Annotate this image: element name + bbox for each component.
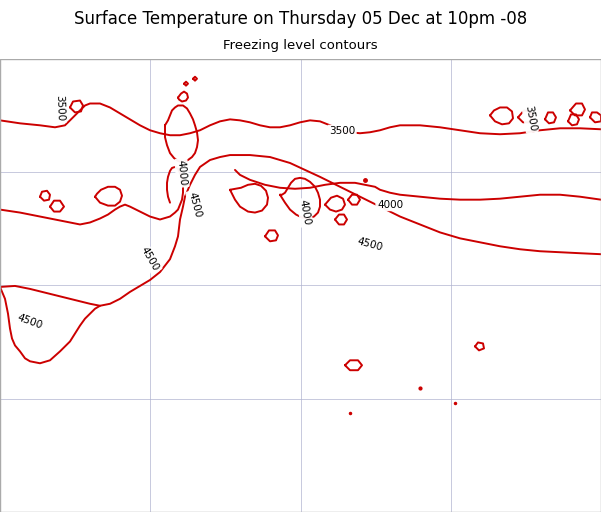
Text: 3500: 3500	[523, 104, 537, 132]
Text: 4000: 4000	[377, 200, 403, 209]
Text: 4500: 4500	[187, 190, 203, 219]
Text: Freezing level contours: Freezing level contours	[223, 39, 378, 52]
Text: 4000: 4000	[298, 199, 312, 226]
Text: Surface Temperature on Thursday 05 Dec at 10pm -08: Surface Temperature on Thursday 05 Dec a…	[74, 10, 527, 28]
Text: 3500: 3500	[55, 95, 66, 122]
Text: 4500: 4500	[139, 245, 161, 273]
Text: 4000: 4000	[176, 159, 188, 186]
Text: 4500: 4500	[16, 312, 44, 331]
Text: 3500: 3500	[329, 126, 355, 136]
Text: 4500: 4500	[356, 236, 384, 252]
